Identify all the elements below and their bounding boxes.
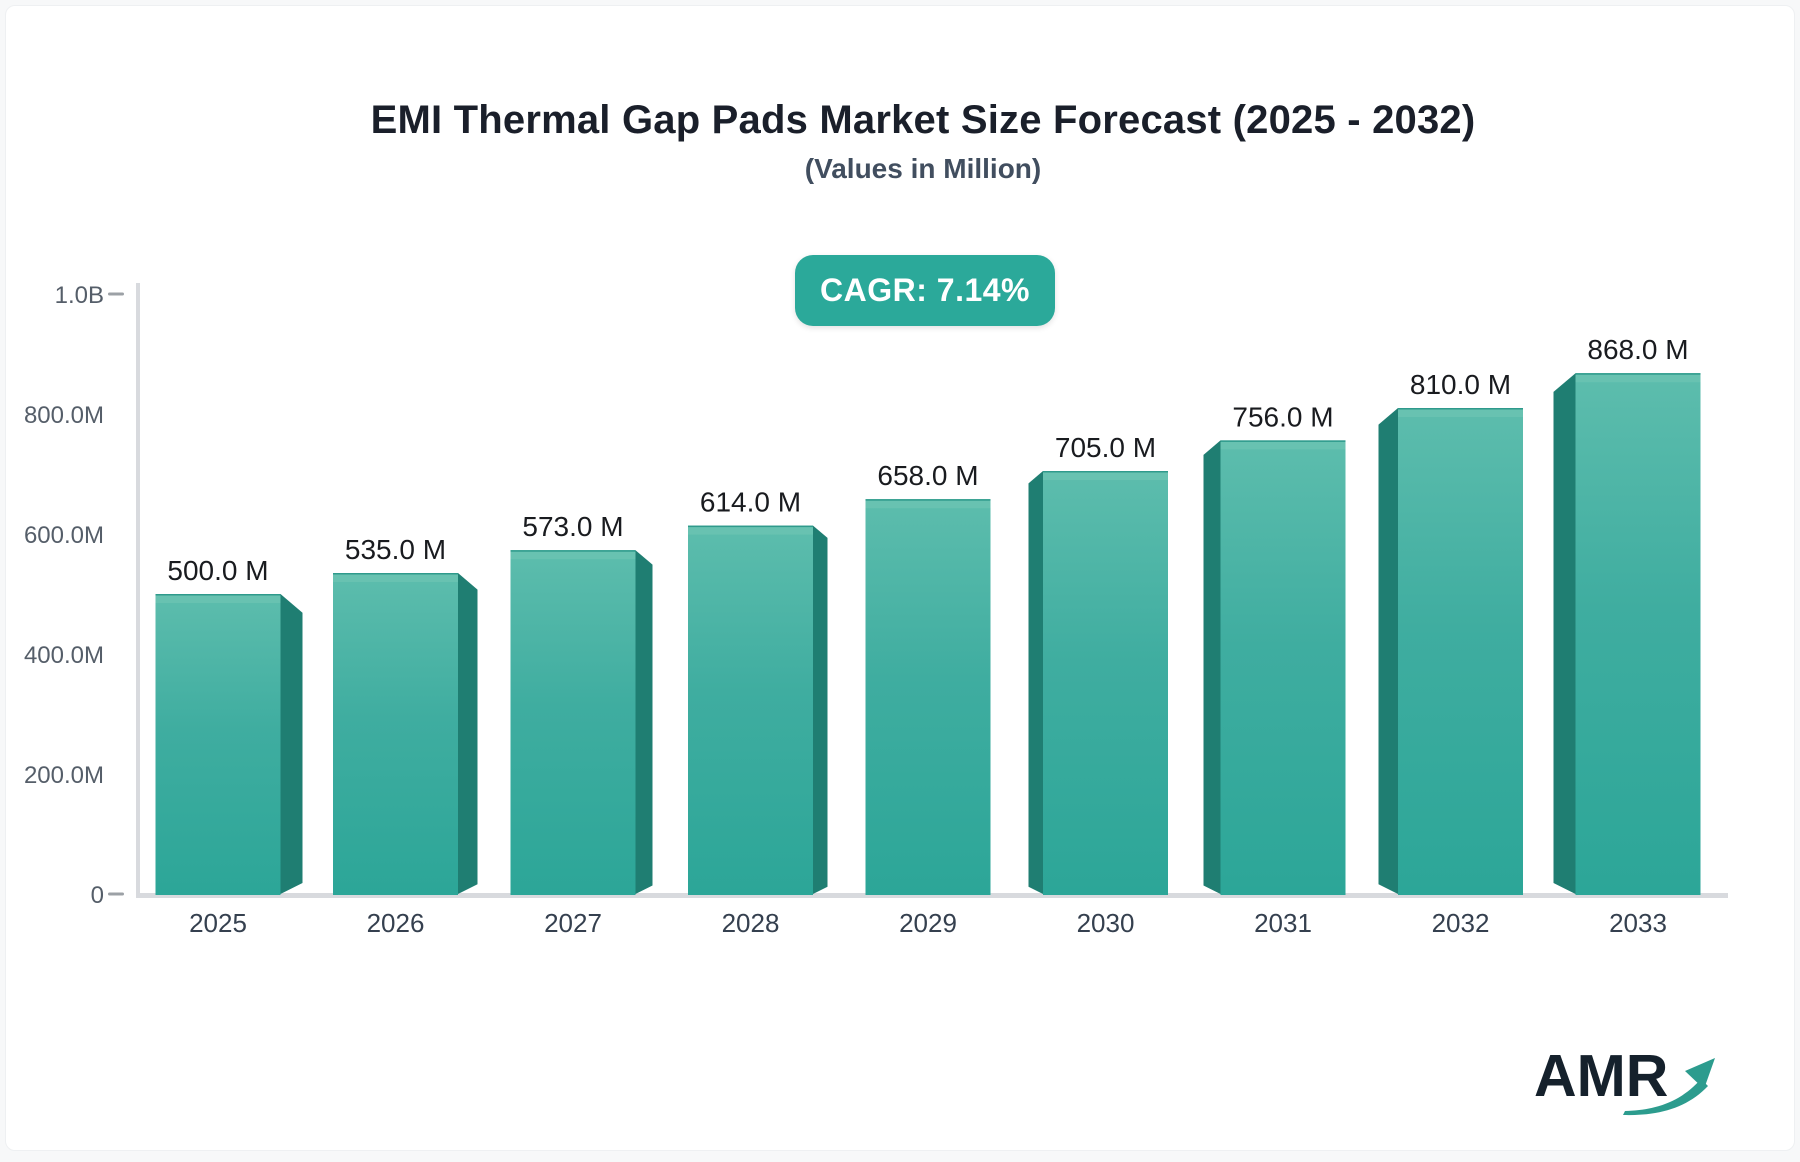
- x-axis-label: 2028: [722, 908, 780, 938]
- bar-2031: 756.0 M 2031: [1203, 401, 1346, 938]
- bar-2032: 810.0 M 2032: [1378, 369, 1523, 938]
- bar-side-face: [1203, 440, 1221, 894]
- bar-top-edge: [1575, 373, 1701, 375]
- bar-front-face: [1043, 471, 1168, 895]
- bar-top-face: [1220, 440, 1346, 450]
- bar-top-edge: [155, 594, 281, 596]
- bar-top-face: [688, 525, 813, 535]
- amr-logo: AMR: [1529, 1042, 1739, 1132]
- bar-top-edge: [1220, 440, 1346, 442]
- bar-value-label: 658.0 M: [877, 460, 978, 491]
- bar-2029: 658.0 M 2029: [865, 460, 991, 938]
- bar-2026: 535.0 M 2026: [333, 534, 478, 938]
- bar-top-face: [865, 499, 991, 509]
- chart-card: EMI Thermal Gap Pads Market Size Forecas…: [5, 5, 1795, 1151]
- bar-front-face: [1575, 373, 1701, 895]
- bar-side-face: [280, 594, 303, 894]
- bar-front-face: [1220, 440, 1346, 895]
- x-axis-label: 2030: [1077, 908, 1135, 938]
- bar-side-face: [1553, 373, 1576, 894]
- y-axis-label: 0: [91, 882, 104, 909]
- bar-2030: 705.0 M 2030: [1028, 432, 1168, 938]
- amr-logo-arrow-icon: [1623, 1058, 1715, 1116]
- bar-value-label: 535.0 M: [345, 534, 446, 565]
- y-axis-tick: [108, 892, 124, 896]
- chart-header: EMI Thermal Gap Pads Market Size Forecas…: [52, 6, 1794, 185]
- bar-top-face: [510, 550, 636, 560]
- bar-side-face: [458, 573, 478, 894]
- bar-top-edge: [510, 550, 636, 552]
- y-axis-label: 200.0M: [24, 762, 104, 789]
- bar-front-face: [155, 594, 281, 895]
- bar-front-face: [865, 499, 991, 895]
- bar-front-face: [688, 525, 813, 895]
- bar-value-label: 500.0 M: [167, 555, 268, 586]
- bar-2033: 868.0 M 2033: [1553, 334, 1701, 938]
- bar-value-label: 614.0 M: [700, 487, 801, 518]
- bar-2027: 573.0 M 2027: [510, 511, 653, 938]
- bar-top-face: [1398, 408, 1523, 417]
- bar-side-face: [1378, 408, 1398, 894]
- chart-title: EMI Thermal Gap Pads Market Size Forecas…: [370, 98, 1476, 142]
- y-axis-label: 600.0M: [24, 522, 104, 549]
- x-axis-label: 2031: [1254, 908, 1312, 938]
- x-axis-label: 2033: [1609, 908, 1667, 938]
- bar-side-face: [635, 550, 653, 894]
- bar-top-edge: [688, 525, 813, 528]
- cagr-badge-label: CAGR: 7.14%: [820, 272, 1030, 308]
- y-axis-label: 1.0B: [55, 282, 104, 309]
- bar-top-face: [155, 594, 281, 603]
- y-axis-tick: [108, 292, 124, 296]
- y-axis-label: 400.0M: [24, 642, 104, 669]
- bar-front-face: [1398, 408, 1523, 895]
- x-axis-label: 2025: [189, 908, 247, 938]
- y-axis-line: [136, 283, 140, 897]
- cagr-badge: CAGR: 7.14%: [795, 255, 1055, 326]
- x-axis-label: 2027: [544, 908, 602, 938]
- y-axis-label: 800.0M: [24, 402, 104, 429]
- x-axis-label: 2032: [1432, 908, 1490, 938]
- x-axis-label: 2026: [367, 908, 425, 938]
- bar-2025: 500.0 M 2025: [155, 555, 303, 938]
- bar-value-label: 705.0 M: [1055, 432, 1156, 463]
- bar-top-face: [333, 573, 458, 582]
- bar-top-face: [1575, 373, 1701, 383]
- chart-subtitle: (Values in Million): [804, 153, 1042, 184]
- bar-value-label: 573.0 M: [522, 511, 623, 542]
- bar-value-label: 868.0 M: [1587, 334, 1688, 365]
- bar-front-face: [333, 573, 458, 895]
- bar-side-face: [1028, 471, 1043, 894]
- x-axis-line: [136, 893, 1728, 898]
- bar-value-label: 810.0 M: [1410, 369, 1511, 400]
- bar-top-edge: [865, 499, 991, 501]
- bar-front-face: [510, 550, 636, 895]
- bar-top-edge: [1043, 471, 1168, 473]
- bar-top-edge: [1398, 408, 1523, 410]
- x-axis-label: 2029: [899, 908, 957, 938]
- bar-2028: 614.0 M 2028: [688, 487, 828, 938]
- bar-chart: 1.0B 800.0M 600.0M 400.0M 200.0M 0 500.0 M 2025…: [24, 282, 1728, 938]
- amr-logo-text: AMR: [1534, 1043, 1669, 1109]
- bar-top-edge: [333, 573, 458, 575]
- bar-side-face: [813, 525, 828, 894]
- bar-value-label: 756.0 M: [1232, 401, 1333, 432]
- bar-top-face: [1043, 471, 1168, 480]
